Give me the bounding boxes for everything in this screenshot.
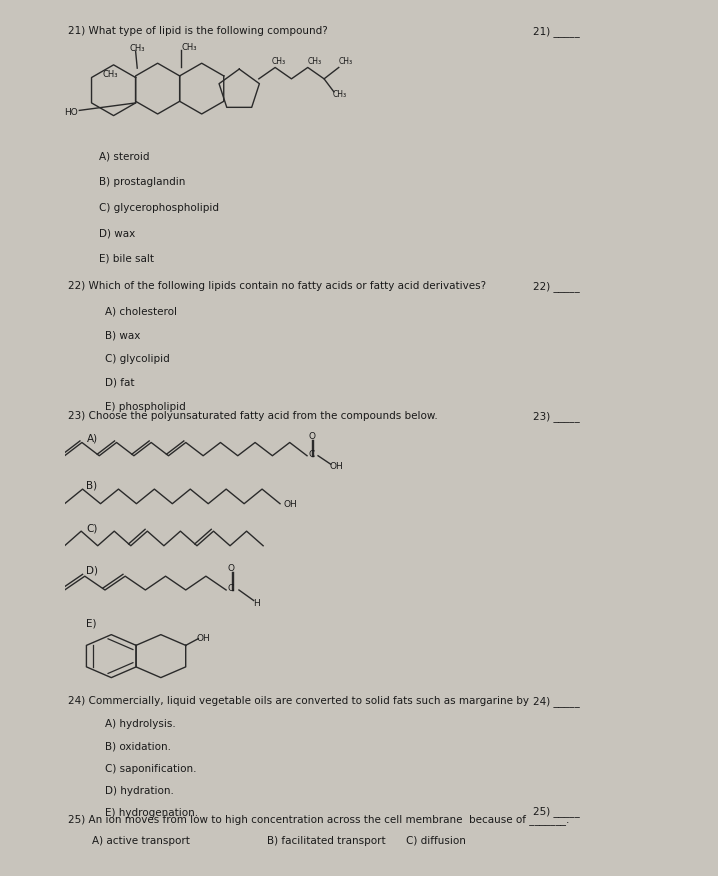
Text: CH₃: CH₃ bbox=[103, 70, 118, 79]
Text: A) hydrolysis.: A) hydrolysis. bbox=[105, 719, 175, 730]
Text: B): B) bbox=[86, 481, 98, 491]
Text: OH: OH bbox=[329, 462, 342, 471]
Text: CH₃: CH₃ bbox=[181, 43, 197, 52]
Text: C): C) bbox=[86, 523, 98, 533]
Text: O: O bbox=[309, 432, 316, 441]
Text: A): A) bbox=[86, 434, 98, 444]
Text: C: C bbox=[228, 584, 234, 593]
Text: E): E) bbox=[86, 618, 97, 628]
Text: D) hydration.: D) hydration. bbox=[105, 786, 174, 795]
Text: C) glycerophospholipid: C) glycerophospholipid bbox=[98, 202, 218, 213]
Text: B) facilitated transport: B) facilitated transport bbox=[267, 836, 386, 846]
Text: E) bile salt: E) bile salt bbox=[98, 254, 154, 264]
Text: C) glycolipid: C) glycolipid bbox=[105, 354, 169, 364]
Text: E) hydrogenation.: E) hydrogenation. bbox=[105, 808, 197, 818]
Text: C) saponification.: C) saponification. bbox=[105, 764, 196, 774]
Text: 24) Commercially, liquid vegetable oils are converted to solid fats such as marg: 24) Commercially, liquid vegetable oils … bbox=[68, 696, 529, 705]
Text: 21) What type of lipid is the following compound?: 21) What type of lipid is the following … bbox=[68, 26, 328, 36]
Text: OH: OH bbox=[197, 634, 210, 643]
Text: B) wax: B) wax bbox=[105, 330, 140, 340]
Text: B) oxidation.: B) oxidation. bbox=[105, 741, 171, 752]
Text: CH₃: CH₃ bbox=[308, 57, 322, 66]
Text: CH₃: CH₃ bbox=[129, 44, 144, 53]
Text: 25) An ion moves from low to high concentration across the cell membrane  becaus: 25) An ion moves from low to high concen… bbox=[68, 815, 569, 825]
Text: C) diffusion: C) diffusion bbox=[406, 836, 466, 846]
Text: HO: HO bbox=[65, 108, 78, 117]
Text: H: H bbox=[253, 599, 261, 608]
Text: 22) _____: 22) _____ bbox=[533, 281, 579, 292]
Text: C: C bbox=[309, 450, 315, 459]
Text: E) phospholipid: E) phospholipid bbox=[105, 401, 185, 412]
Text: A) cholesterol: A) cholesterol bbox=[105, 307, 177, 316]
Text: A) steroid: A) steroid bbox=[98, 152, 149, 162]
Text: 21) _____: 21) _____ bbox=[533, 26, 579, 37]
Text: OH: OH bbox=[284, 499, 297, 509]
Text: D): D) bbox=[86, 566, 98, 576]
Text: 23) Choose the polyunsaturated fatty acid from the compounds below.: 23) Choose the polyunsaturated fatty aci… bbox=[68, 411, 438, 421]
Text: D) fat: D) fat bbox=[105, 378, 134, 388]
Text: CH₃: CH₃ bbox=[332, 89, 346, 99]
Text: O: O bbox=[228, 563, 235, 573]
Text: A) active transport: A) active transport bbox=[93, 836, 190, 846]
Text: 24) _____: 24) _____ bbox=[533, 696, 579, 707]
Text: CH₃: CH₃ bbox=[339, 57, 353, 66]
Text: D) wax: D) wax bbox=[98, 229, 135, 238]
Text: 22) Which of the following lipids contain no fatty acids or fatty acid derivativ: 22) Which of the following lipids contai… bbox=[68, 281, 487, 291]
Text: 23) _____: 23) _____ bbox=[533, 411, 579, 422]
Text: B) prostaglandin: B) prostaglandin bbox=[98, 177, 185, 187]
Text: CH₃: CH₃ bbox=[272, 57, 286, 66]
Text: 25) _____: 25) _____ bbox=[533, 806, 579, 817]
